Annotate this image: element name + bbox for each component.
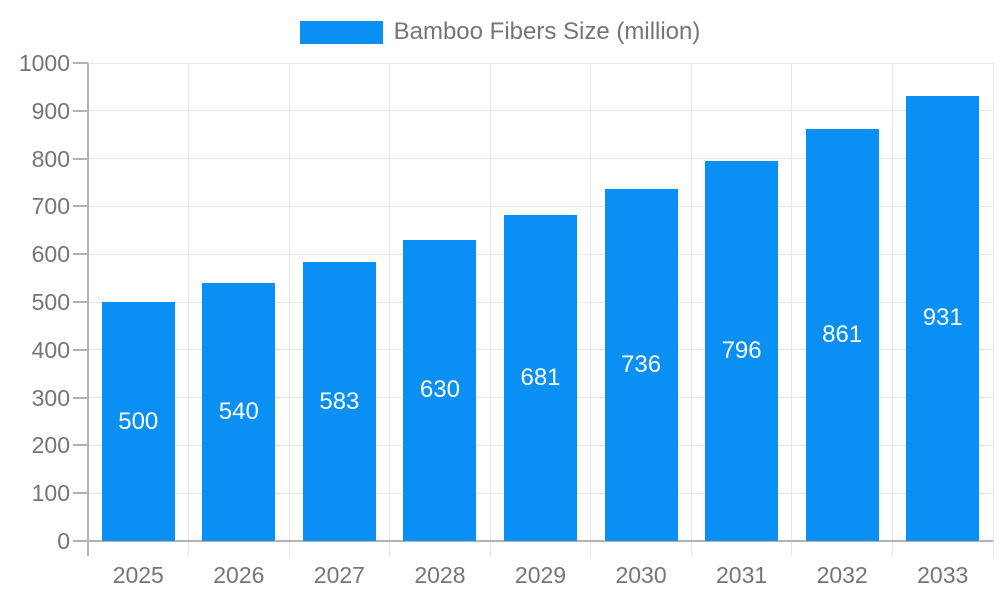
y-gridline (88, 205, 993, 207)
bar-value-label: 736 (621, 351, 662, 379)
x-axis-label: 2030 (615, 562, 667, 588)
bar[interactable]: 736 (604, 189, 678, 541)
y-axis-label: 700 (31, 193, 70, 220)
bar-value-label: 861 (822, 321, 863, 349)
bar-value-label: 681 (520, 364, 561, 392)
bar-value-label: 540 (218, 397, 259, 425)
y-axis-tick (73, 62, 88, 64)
y-axis-label: 500 (31, 289, 70, 315)
x-gridline (389, 63, 391, 556)
bar[interactable]: 796 (705, 160, 779, 541)
y-axis-tick (73, 253, 88, 256)
x-gridline (288, 63, 290, 556)
y-gridline (88, 110, 993, 112)
bar[interactable]: 931 (906, 95, 980, 541)
x-gridline (590, 63, 592, 556)
bar[interactable]: 681 (504, 215, 577, 541)
plot-area: 0 100 200 300 400 500 600 700 800 900 1000 500 2025 5… (19, 50, 994, 588)
x-axis-label: 2025 (112, 562, 164, 588)
y-axis-tick (73, 444, 88, 447)
y-axis-label: 300 (31, 384, 70, 411)
x-axis-label: 2029 (514, 562, 567, 588)
y-axis-label: 0 (57, 528, 70, 554)
y-axis-tick (73, 301, 88, 303)
bar-value-label: 796 (721, 336, 762, 364)
x-axis-label: 2032 (816, 562, 868, 588)
y-axis-tick (73, 205, 88, 208)
bar[interactable]: 583 (302, 262, 376, 541)
y-axis-label: 900 (31, 97, 70, 124)
y-gridline (88, 62, 993, 64)
bar[interactable]: 500 (101, 302, 175, 541)
y-axis-label: 800 (31, 145, 70, 172)
bar-value-label: 500 (118, 407, 159, 435)
x-gridline (690, 63, 692, 556)
bar[interactable]: 630 (403, 239, 477, 541)
bar-value-label: 931 (922, 304, 963, 332)
x-axis-label: 2026 (213, 562, 265, 588)
y-axis-label: 1000 (18, 50, 70, 76)
y-axis-line (87, 63, 89, 556)
x-axis-label: 2028 (414, 562, 466, 588)
x-axis-label: 2033 (917, 562, 969, 588)
legend[interactable]: Bamboo Fibers Size (million) (0, 18, 1000, 46)
y-axis-label: 600 (31, 241, 70, 268)
y-axis-label: 200 (31, 432, 70, 459)
y-gridline (88, 158, 993, 160)
x-gridline (891, 63, 893, 556)
bar-value-label: 583 (319, 387, 360, 415)
x-gridline (489, 63, 491, 556)
x-axis-label: 2027 (313, 562, 365, 588)
legend-swatch-icon (299, 20, 383, 44)
bar[interactable]: 861 (805, 129, 879, 541)
legend-label: Bamboo Fibers Size (million) (393, 18, 701, 45)
x-gridline (188, 63, 190, 556)
x-gridline (992, 63, 994, 556)
y-axis-tick (73, 157, 88, 160)
y-axis-label: 100 (31, 480, 70, 507)
x-axis-line (73, 540, 993, 542)
x-axis-label: 2031 (716, 562, 768, 588)
y-axis-tick (73, 492, 88, 495)
y-axis-tick (73, 109, 88, 112)
y-axis-label: 400 (31, 336, 70, 363)
bar[interactable]: 540 (202, 282, 276, 541)
y-axis-tick (73, 348, 88, 351)
bar-value-label: 630 (419, 376, 460, 404)
y-axis-tick (73, 396, 88, 399)
x-gridline (791, 63, 793, 556)
